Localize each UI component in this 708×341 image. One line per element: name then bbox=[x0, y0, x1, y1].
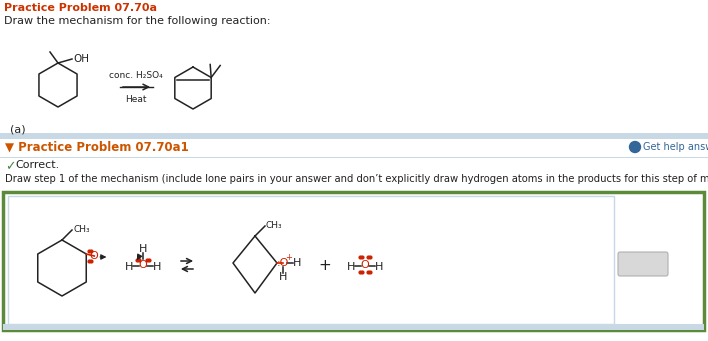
Text: CH₃: CH₃ bbox=[266, 221, 282, 229]
FancyBboxPatch shape bbox=[8, 196, 614, 324]
Text: Get help answ: Get help answ bbox=[643, 142, 708, 152]
Circle shape bbox=[629, 142, 641, 152]
Bar bbox=[0, 133, 708, 139]
Text: Draw step 1 of the mechanism (include lone pairs in your answer and don’t explic: Draw step 1 of the mechanism (include lo… bbox=[5, 174, 708, 184]
Text: CH₃: CH₃ bbox=[73, 224, 90, 234]
Text: ?: ? bbox=[633, 143, 637, 151]
Text: +: + bbox=[319, 257, 331, 272]
Text: Edit: Edit bbox=[633, 259, 653, 269]
Text: H: H bbox=[293, 258, 301, 268]
FancyArrowPatch shape bbox=[137, 254, 142, 259]
Text: +: + bbox=[285, 253, 292, 263]
Text: O: O bbox=[139, 260, 147, 270]
Text: Heat: Heat bbox=[125, 95, 147, 104]
Text: H: H bbox=[139, 244, 147, 254]
Text: (a): (a) bbox=[10, 125, 25, 135]
Text: Correct.: Correct. bbox=[15, 160, 59, 170]
Text: Draw the mechanism for the following reaction:: Draw the mechanism for the following rea… bbox=[4, 16, 270, 26]
Text: ▼ Practice Problem 07.70a1: ▼ Practice Problem 07.70a1 bbox=[5, 141, 189, 154]
Text: :O: :O bbox=[277, 258, 289, 268]
Text: conc. H₂SO₄: conc. H₂SO₄ bbox=[109, 71, 163, 80]
Bar bbox=[0, 157, 708, 158]
Text: O: O bbox=[90, 251, 98, 261]
Text: OH: OH bbox=[73, 54, 89, 64]
Bar bbox=[3, 324, 704, 330]
Text: H: H bbox=[153, 262, 161, 272]
Text: H: H bbox=[125, 262, 133, 272]
Text: ✓: ✓ bbox=[5, 160, 16, 173]
Text: H: H bbox=[375, 262, 383, 272]
Text: Practice Problem 07.70a: Practice Problem 07.70a bbox=[4, 3, 157, 13]
Text: O: O bbox=[360, 260, 370, 270]
FancyBboxPatch shape bbox=[618, 252, 668, 276]
Text: H: H bbox=[279, 272, 287, 282]
Text: H: H bbox=[347, 262, 355, 272]
